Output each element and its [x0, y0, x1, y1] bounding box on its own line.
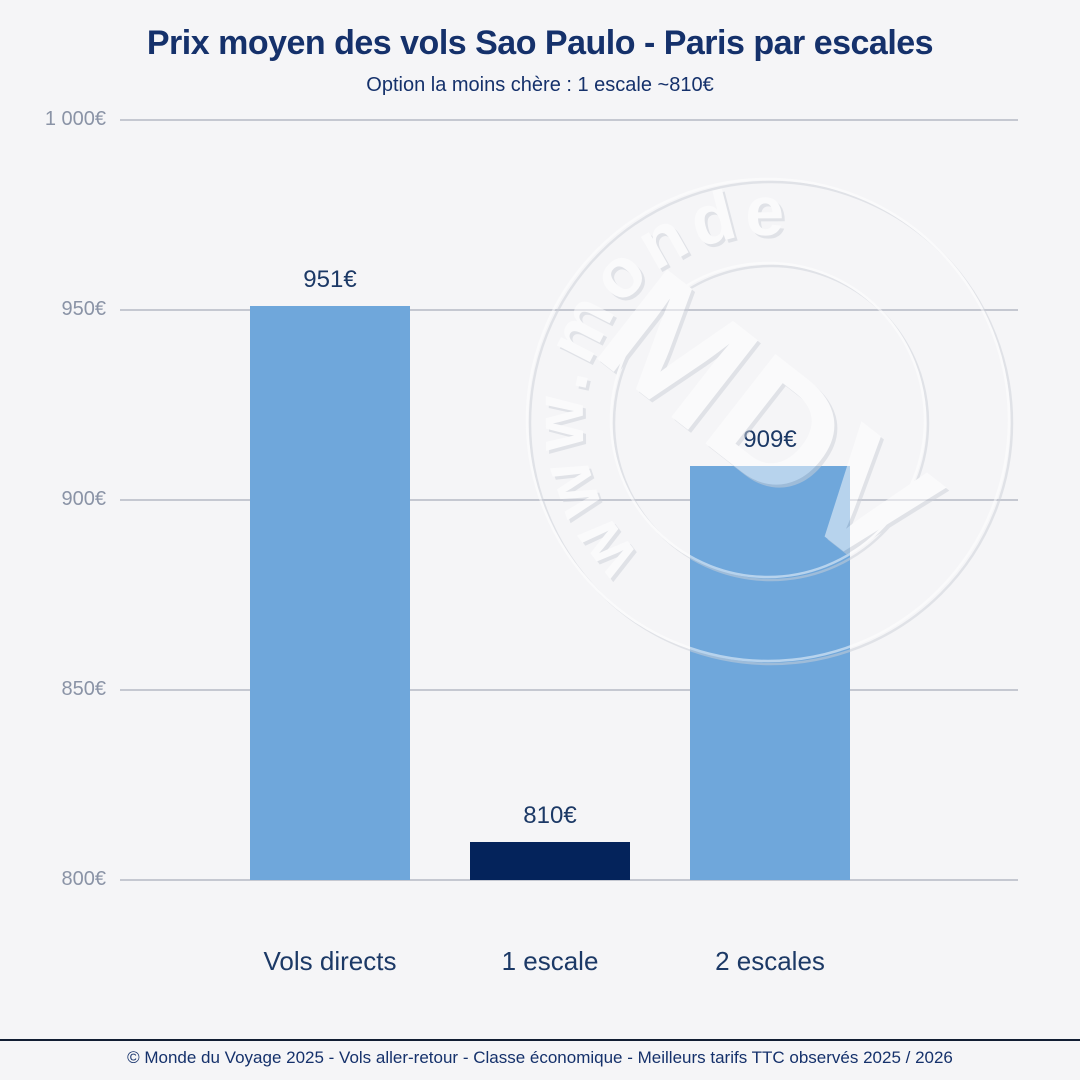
- y-tick-label: 800€: [61, 868, 107, 890]
- y-tick-label: 1 000€: [44, 108, 106, 130]
- gridline: [120, 879, 1018, 881]
- chart-title: Prix moyen des vols Sao Paulo - Paris pa…: [146, 24, 934, 62]
- x-category-label: Vols directs: [263, 946, 397, 976]
- y-tick-label: 850€: [61, 678, 107, 700]
- x-category-label: 2 escales: [715, 946, 825, 976]
- bar-value-label: 909€: [743, 425, 797, 453]
- y-tick-label: 950€: [61, 298, 107, 320]
- footer-divider: [0, 1039, 1080, 1041]
- chart-subtitle: Option la moins chère : 1 escale ~810€: [366, 74, 714, 96]
- y-tick-label: 900€: [61, 488, 107, 510]
- watermark-face-layer: www.monde-du-voyage.com · MDV: [0, 0, 1009, 661]
- footer-text: © Monde du Voyage 2025 - Vols aller-reto…: [127, 1048, 953, 1067]
- bar-2-escales: [690, 465, 850, 880]
- x-category-label: 1 escale: [501, 946, 599, 976]
- gridline: [120, 119, 1018, 121]
- bar-value-label: 810€: [523, 802, 577, 829]
- bar-1-escale: [470, 842, 630, 880]
- bar-vols-directs: [250, 306, 410, 880]
- gridline: [120, 689, 1018, 691]
- watermark-shadow-layer: www.monde-du-voyage.com · MDV: [0, 0, 1014, 666]
- bar-value-label: 951€: [303, 266, 357, 294]
